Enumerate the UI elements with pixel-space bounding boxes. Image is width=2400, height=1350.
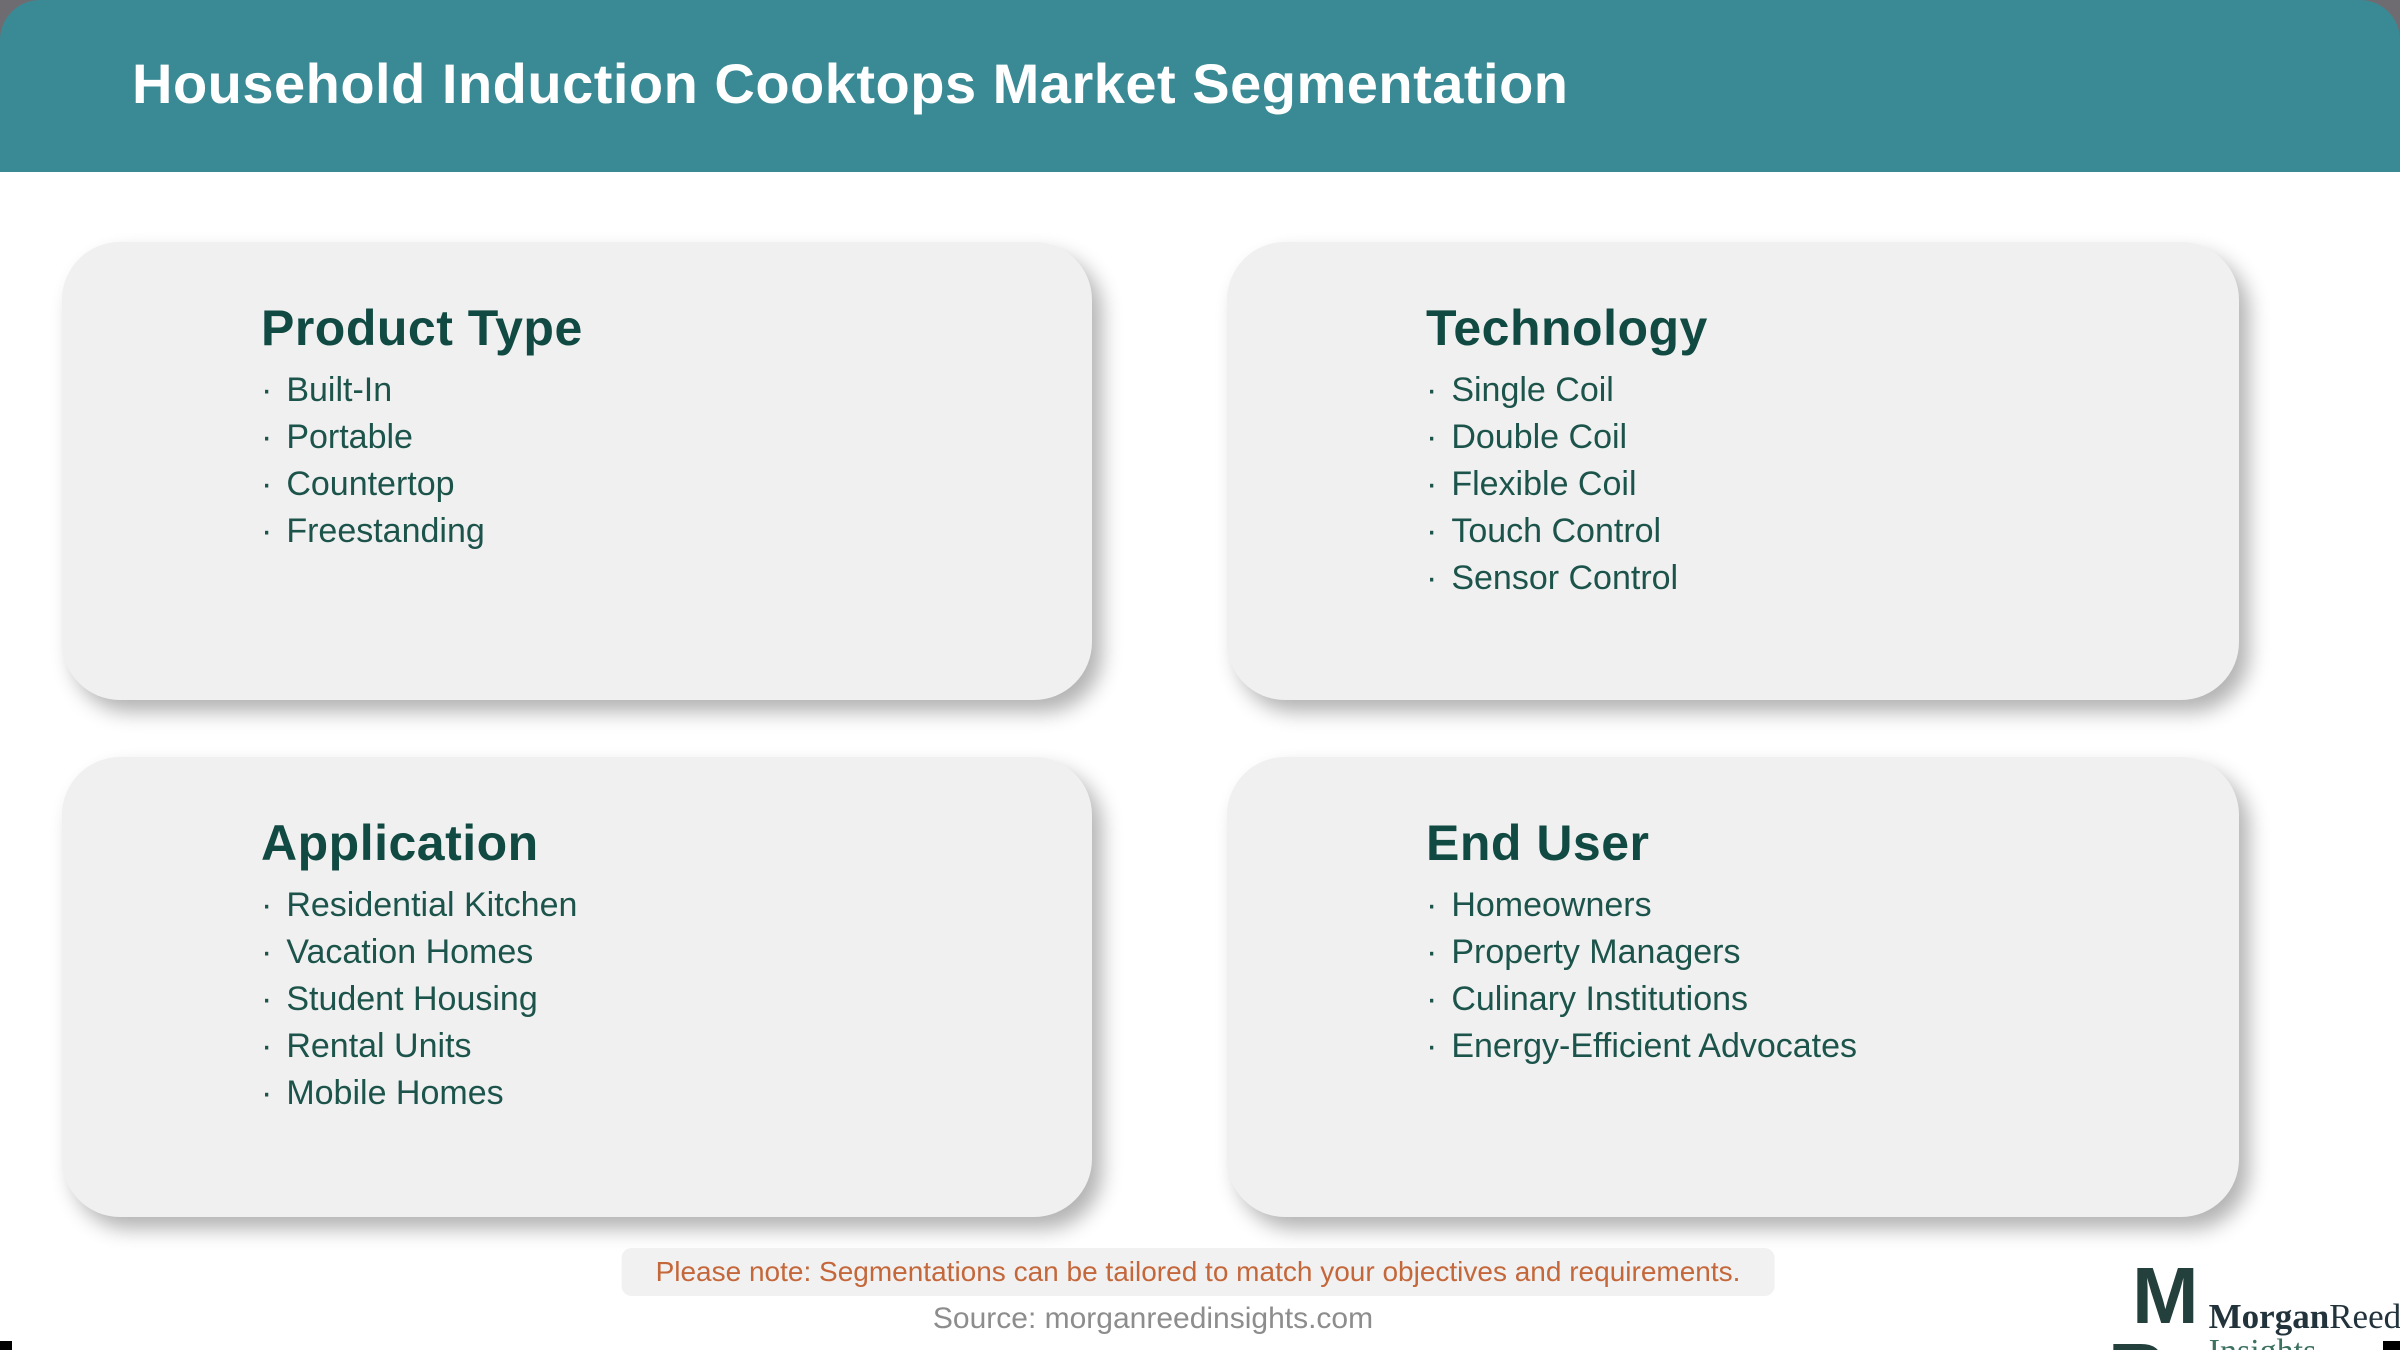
- note-banner: Please note: Segmentations can be tailor…: [621, 1248, 1775, 1296]
- card-end-user: End User Homeowners Property Managers Cu…: [1227, 757, 2239, 1217]
- card-application: Application Residential Kitchen Vacation…: [62, 757, 1092, 1217]
- card-list-end-user: Homeowners Property Managers Culinary In…: [1426, 882, 2199, 1070]
- list-item: Student Housing: [261, 976, 1052, 1023]
- list-item: Built-In: [261, 367, 1052, 414]
- card-title-application: Application: [261, 815, 539, 871]
- list-item: Freestanding: [261, 508, 1052, 555]
- bottom-left-mark: [0, 1341, 12, 1350]
- logo-name-reed: Reed: [2329, 1297, 2400, 1336]
- card-title-end-user: End User: [1426, 815, 1650, 871]
- list-item: Property Managers: [1426, 929, 2199, 976]
- logo-text: MorganReed Insights: [2209, 1299, 2400, 1350]
- list-item: Vacation Homes: [261, 929, 1052, 976]
- logo-name: MorganReed: [2209, 1299, 2400, 1335]
- list-item: Double Coil: [1426, 414, 2199, 461]
- list-item: Energy-Efficient Advocates: [1426, 1023, 2199, 1070]
- list-item: Countertop: [261, 461, 1052, 508]
- list-item: Flexible Coil: [1426, 461, 2199, 508]
- source-text: Source: morganreedinsights.com: [932, 1302, 1374, 1335]
- list-item: Touch Control: [1426, 508, 2199, 555]
- list-item: Single Coil: [1426, 367, 2199, 414]
- list-item: Portable: [261, 414, 1052, 461]
- list-item: Residential Kitchen: [261, 882, 1052, 929]
- card-list-application: Residential Kitchen Vacation Homes Stude…: [261, 882, 1052, 1117]
- list-item: Mobile Homes: [261, 1070, 1052, 1117]
- list-item: Homeowners: [1426, 882, 2199, 929]
- monogram-m: M: [2132, 1251, 2199, 1340]
- card-list-product-type: Built-In Portable Countertop Freestandin…: [261, 367, 1052, 555]
- header-bar: Household Induction Cooktops Market Segm…: [0, 0, 2400, 172]
- card-product-type: Product Type Built-In Portable Counterto…: [62, 242, 1092, 700]
- list-item: Rental Units: [261, 1023, 1052, 1070]
- card-list-technology: Single Coil Double Coil Flexible Coil To…: [1426, 367, 2199, 602]
- mr-monogram-icon: MR: [2108, 1256, 2199, 1350]
- card-title-product-type: Product Type: [261, 300, 583, 356]
- logo-tagline: Insights: [2209, 1335, 2400, 1350]
- bottom-right-mark: [2383, 1341, 2400, 1350]
- card-title-technology: Technology: [1426, 300, 1708, 356]
- logo-name-morgan: Morgan: [2208, 1297, 2330, 1336]
- monogram-r: R: [2108, 1332, 2166, 1350]
- page-title: Household Induction Cooktops Market Segm…: [132, 51, 1569, 115]
- list-item: Culinary Institutions: [1426, 976, 2199, 1023]
- card-technology: Technology Single Coil Double Coil Flexi…: [1227, 242, 2239, 700]
- list-item: Sensor Control: [1426, 555, 2199, 602]
- morganreed-logo: MR MorganReed Insights: [2108, 1256, 2400, 1350]
